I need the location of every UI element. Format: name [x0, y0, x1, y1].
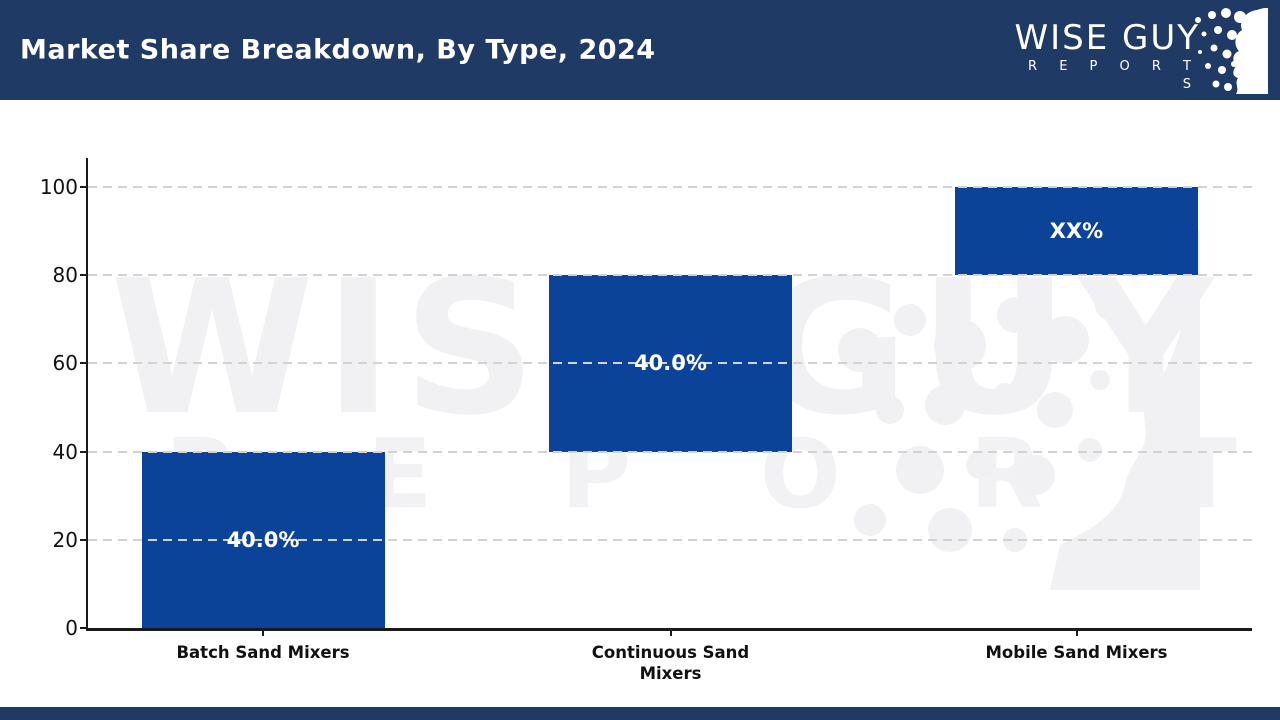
gridline — [88, 186, 1252, 188]
y-axis-tick-label: 80 — [52, 263, 78, 288]
footer-bar — [0, 707, 1280, 720]
header-bar: Market Share Breakdown, By Type, 2024 WI… — [0, 0, 1280, 100]
bar-value-label: 40.0% — [226, 527, 300, 552]
gridline — [88, 538, 1252, 541]
x-axis-tick — [262, 628, 264, 636]
y-axis-tick — [80, 274, 88, 277]
wise-guy-logo: WISE GUY R E P O R T S — [1008, 6, 1268, 94]
x-category-label: Continuous Sand Mixers — [591, 643, 750, 683]
bar-value-label: XX% — [1049, 219, 1104, 244]
gridline — [88, 274, 1252, 277]
logo-face-icon — [1190, 8, 1268, 98]
y-axis-tick — [80, 538, 88, 541]
y-axis-tick — [80, 186, 88, 188]
logo-subtitle: R E P O R T S — [1028, 59, 1200, 92]
y-axis-tick-label: 20 — [52, 527, 78, 552]
x-axis-tick — [669, 628, 672, 636]
chart-title: Market Share Breakdown, By Type, 2024 — [20, 34, 656, 66]
bar-value-label: 40.0% — [634, 351, 707, 376]
logo-text: WISE GUY R E P O R T S — [1008, 20, 1200, 94]
gridline — [88, 362, 1252, 365]
logo-wordmark: WISE GUY — [1014, 18, 1200, 58]
x-axis-tick — [1075, 628, 1078, 636]
x-category-label: Mobile Sand Mixers — [985, 643, 1168, 662]
y-axis-tick-label: 0 — [65, 616, 78, 640]
x-category-label: Batch Sand Mixers — [176, 643, 350, 662]
y-axis-tick — [80, 450, 88, 453]
y-axis-tick — [80, 627, 88, 629]
y-axis-line — [86, 158, 88, 630]
gridline — [88, 450, 1252, 453]
y-axis-tick-label: 40 — [52, 439, 78, 464]
y-axis-tick-label: 60 — [52, 351, 78, 376]
y-axis-tick — [80, 362, 88, 365]
y-axis-tick-label: 100 — [39, 175, 78, 199]
x-axis-line — [86, 628, 1252, 631]
